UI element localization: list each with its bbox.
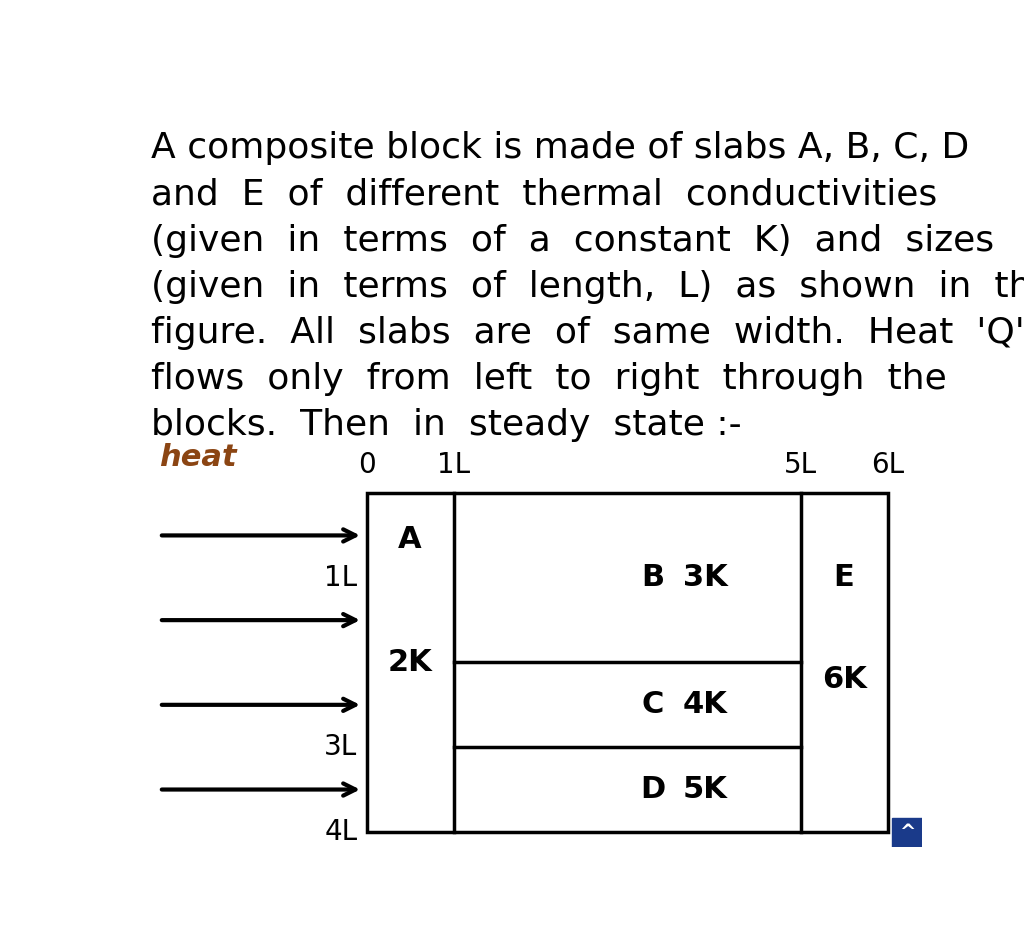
Text: E: E [834,564,854,592]
Bar [367,493,888,832]
Text: 2K: 2K [388,648,432,677]
Text: ^: ^ [899,823,915,843]
Text: figure.  All  slabs  are  of  same  width.  Heat  'Q': figure. All slabs are of same width. Hea… [152,316,1024,350]
Text: (given  in  terms  of  length,  L)  as  shown  in  the: (given in terms of length, L) as shown i… [152,269,1024,304]
Text: 4K: 4K [683,690,728,720]
Bar [892,818,922,847]
Text: C: C [642,690,665,720]
Text: D: D [641,775,666,804]
Text: 3K: 3K [683,564,728,592]
Text: A: A [398,526,422,554]
Text: A composite block is made of slabs A, B, C, D: A composite block is made of slabs A, B,… [152,131,970,166]
Text: 5L: 5L [784,451,817,479]
Text: 1L: 1L [325,564,357,592]
Text: 3L: 3L [325,733,357,762]
Text: flows  only  from  left  to  right  through  the: flows only from left to right through th… [152,362,947,396]
Text: 6K: 6K [821,664,866,694]
Text: 4L: 4L [325,818,357,846]
Text: 0: 0 [357,451,376,479]
Text: 6L: 6L [871,451,904,479]
Text: 1L: 1L [437,451,470,479]
Text: 5K: 5K [683,775,728,804]
Text: heat: heat [159,443,237,471]
Text: blocks.  Then  in  steady  state :-: blocks. Then in steady state :- [152,408,741,443]
Text: (given  in  terms  of  a  constant  K)  and  sizes: (given in terms of a constant K) and siz… [152,224,994,258]
Text: and  E  of  different  thermal  conductivities: and E of different thermal conductivitie… [152,177,938,211]
Text: B: B [642,564,665,592]
